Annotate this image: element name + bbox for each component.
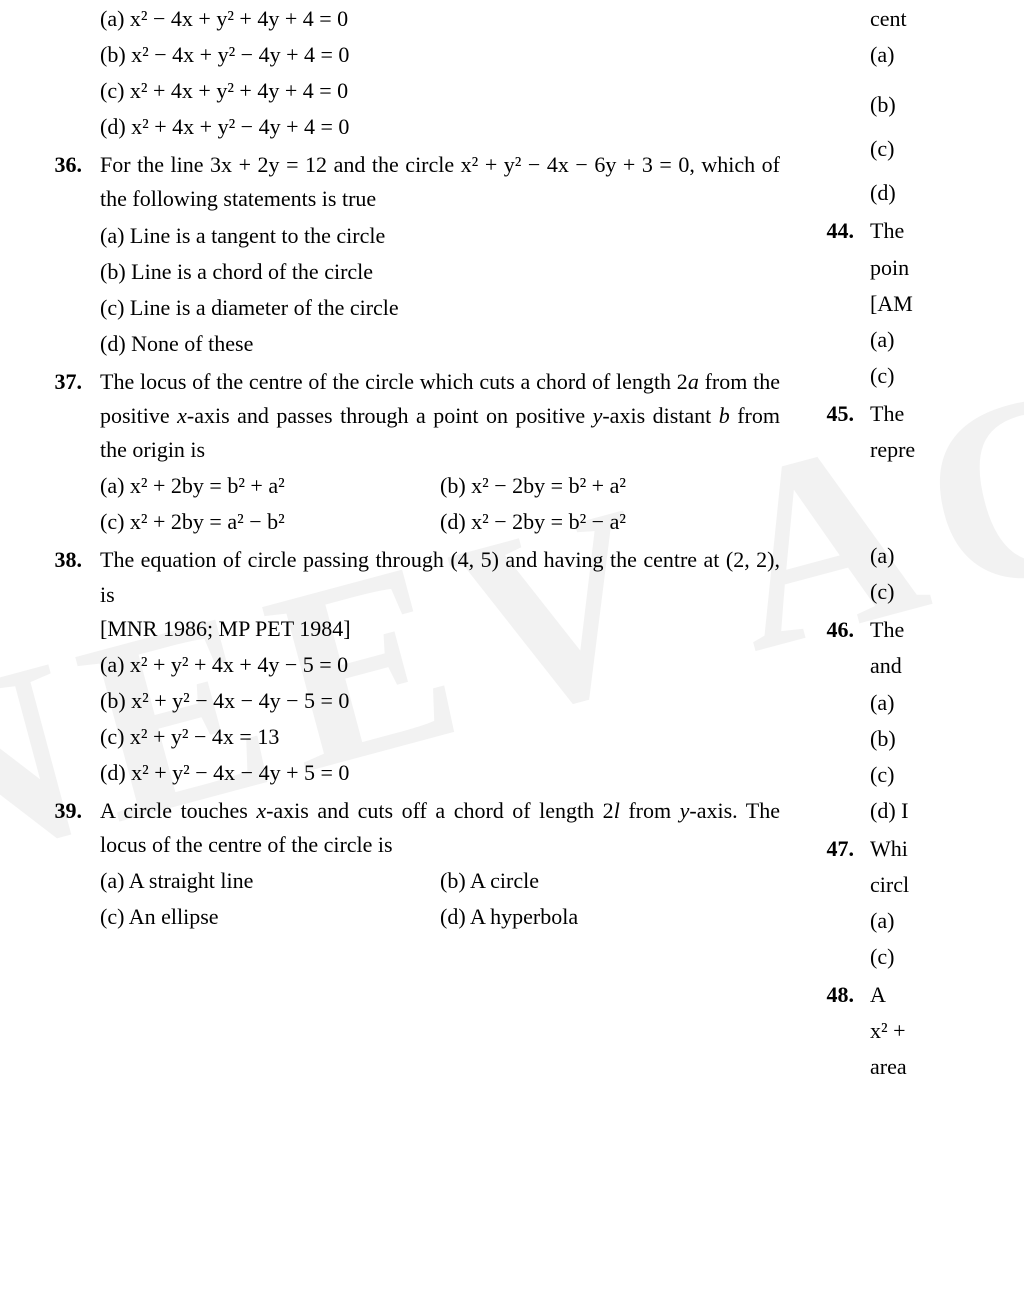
right-column: cent (a) (b) (c) (d) 44.The poin [AM (a)… (810, 0, 1024, 1085)
r48-num: 48. (810, 978, 870, 1012)
r44-t2: poin (870, 251, 1024, 285)
q39-option-d: (d) A hyperbola (440, 900, 780, 934)
q37-text: The locus of the centre of the circle wh… (100, 365, 780, 467)
r44-num: 44. (810, 214, 870, 248)
q37-options: (a) x² + 2by = b² + a² (b) x² − 2by = b²… (30, 467, 780, 539)
q35-option-c: (c) x² + 4x + y² + 4y + 4 = 0 (100, 74, 780, 108)
r48-t3: area (870, 1050, 1024, 1084)
q37-number: 37. (30, 365, 100, 467)
q36-option-a: (a) Line is a tangent to the circle (100, 219, 780, 253)
r45-t2: repre (870, 433, 1024, 467)
r48-t1: A (870, 978, 1024, 1012)
q36-option-d: (d) None of these (100, 327, 780, 361)
r43-b: (b) (870, 88, 1024, 122)
r43-c: (c) (870, 132, 1024, 166)
r44-a: (a) (870, 323, 1024, 357)
q38-option-c: (c) x² + y² − 4x = 13 (100, 720, 780, 754)
q38-option-b: (b) x² + y² − 4x − 4y − 5 = 0 (100, 684, 780, 718)
q37-option-c: (c) x² + 2by = a² − b² (100, 505, 440, 539)
q38-option-a: (a) x² + y² + 4x + 4y − 5 = 0 (100, 648, 780, 682)
q35-options: (a) x² − 4x + y² + 4y + 4 = 0 (b) x² − 4… (30, 2, 780, 144)
r46-a: (a) (870, 686, 1024, 720)
q39-option-c: (c) An ellipse (100, 900, 440, 934)
q39-number: 39. (30, 794, 100, 862)
r47-c: (c) (870, 940, 1024, 974)
r45-a: (a) (870, 539, 1024, 573)
q36-text: For the line 3x + 2y = 12 and the circle… (100, 148, 780, 216)
q38-options: (a) x² + y² + 4x + 4y − 5 = 0 (b) x² + y… (30, 648, 780, 790)
r46-t2: and (870, 649, 1024, 683)
q37-option-d: (d) x² − 2by = b² − a² (440, 505, 780, 539)
q36-option-c: (c) Line is a diameter of the circle (100, 291, 780, 325)
r46-num: 46. (810, 613, 870, 647)
r46-c: (c) (870, 758, 1024, 792)
q39-text: A circle touches x-axis and cuts off a c… (100, 794, 780, 862)
q39: 39. A circle touches x-axis and cuts off… (30, 794, 780, 862)
q37: 37. The locus of the centre of the circl… (30, 365, 780, 467)
r-cent: cent (870, 2, 1024, 36)
q39-option-a: (a) A straight line (100, 864, 440, 898)
r48-t2: x² + (870, 1014, 1024, 1048)
r47-a: (a) (870, 904, 1024, 938)
left-column: (a) x² − 4x + y² + 4y + 4 = 0 (b) x² − 4… (30, 0, 810, 1085)
q38-text: The equation of circle passing through (… (100, 543, 780, 611)
q37-option-b: (b) x² − 2by = b² + a² (440, 469, 780, 503)
q35-option-d: (d) x² + 4x + y² − 4y + 4 = 0 (100, 110, 780, 144)
q38: 38. The equation of circle passing throu… (30, 543, 780, 611)
q39-options: (a) A straight line (b) A circle (c) An … (30, 862, 780, 934)
q36-number: 36. (30, 148, 100, 216)
q35-option-a: (a) x² − 4x + y² + 4y + 4 = 0 (100, 2, 780, 36)
q38-ref: [MNR 1986; MP PET 1984] (30, 612, 780, 646)
r44-t3: [AM (870, 287, 1024, 321)
r45-num: 45. (810, 397, 870, 431)
q36-option-b: (b) Line is a chord of the circle (100, 255, 780, 289)
r45-c: (c) (870, 575, 1024, 609)
q37-option-a: (a) x² + 2by = b² + a² (100, 469, 440, 503)
q39-option-b: (b) A circle (440, 864, 780, 898)
r46-b: (b) (870, 722, 1024, 756)
r43-d: (d) (870, 176, 1024, 210)
q35-option-b: (b) x² − 4x + y² − 4y + 4 = 0 (100, 38, 780, 72)
r47-num: 47. (810, 832, 870, 866)
r47-t2: circl (870, 868, 1024, 902)
r45-t1: The (870, 397, 1024, 431)
r47-t1: Whi (870, 832, 1024, 866)
q36-options: (a) Line is a tangent to the circle (b) … (30, 219, 780, 361)
q36: 36. For the line 3x + 2y = 12 and the ci… (30, 148, 780, 216)
r43-a: (a) (870, 38, 1024, 72)
q38-number: 38. (30, 543, 100, 611)
q38-option-d: (d) x² + y² − 4x − 4y + 5 = 0 (100, 756, 780, 790)
r46-d: (d) I (870, 794, 1024, 828)
r44-c: (c) (870, 359, 1024, 393)
r46-t1: The (870, 613, 1024, 647)
r44-t1: The (870, 214, 1024, 248)
